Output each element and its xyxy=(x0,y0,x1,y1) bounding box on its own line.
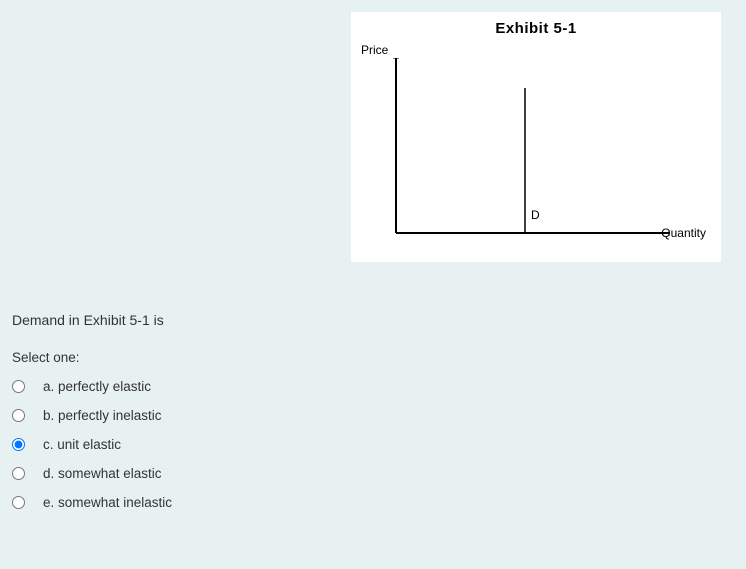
select-one-label: Select one: xyxy=(12,350,412,365)
option-row[interactable]: e. somewhat inelastic xyxy=(12,495,412,510)
option-label: a. perfectly elastic xyxy=(43,379,151,394)
option-radio[interactable] xyxy=(12,409,25,422)
demand-line-label: D xyxy=(531,208,540,222)
option-radio[interactable] xyxy=(12,496,25,509)
option-row[interactable]: c. unit elastic xyxy=(12,437,412,452)
options-list: a. perfectly elastic b. perfectly inelast… xyxy=(12,379,412,510)
exhibit-panel: Exhibit 5-1 Price D Quantity xyxy=(351,12,721,262)
option-row[interactable]: a. perfectly elastic xyxy=(12,379,412,394)
option-label: b. perfectly inelastic xyxy=(43,408,162,423)
x-axis-label: Quantity xyxy=(661,226,706,240)
y-axis-label: Price xyxy=(361,43,388,57)
exhibit-title: Exhibit 5-1 xyxy=(361,20,711,37)
option-label: c. unit elastic xyxy=(43,437,121,452)
option-row[interactable]: b. perfectly inelastic xyxy=(12,408,412,423)
option-radio[interactable] xyxy=(12,380,25,393)
option-label: e. somewhat inelastic xyxy=(43,495,172,510)
question-block: Demand in Exhibit 5-1 is Select one: a. … xyxy=(12,312,412,510)
question-prompt: Demand in Exhibit 5-1 is xyxy=(12,312,412,328)
chart-area: Price D Quantity xyxy=(361,43,711,253)
option-row[interactable]: d. somewhat elastic xyxy=(12,466,412,481)
option-radio[interactable] xyxy=(12,467,25,480)
option-label: d. somewhat elastic xyxy=(43,466,162,481)
option-radio[interactable] xyxy=(12,438,25,451)
